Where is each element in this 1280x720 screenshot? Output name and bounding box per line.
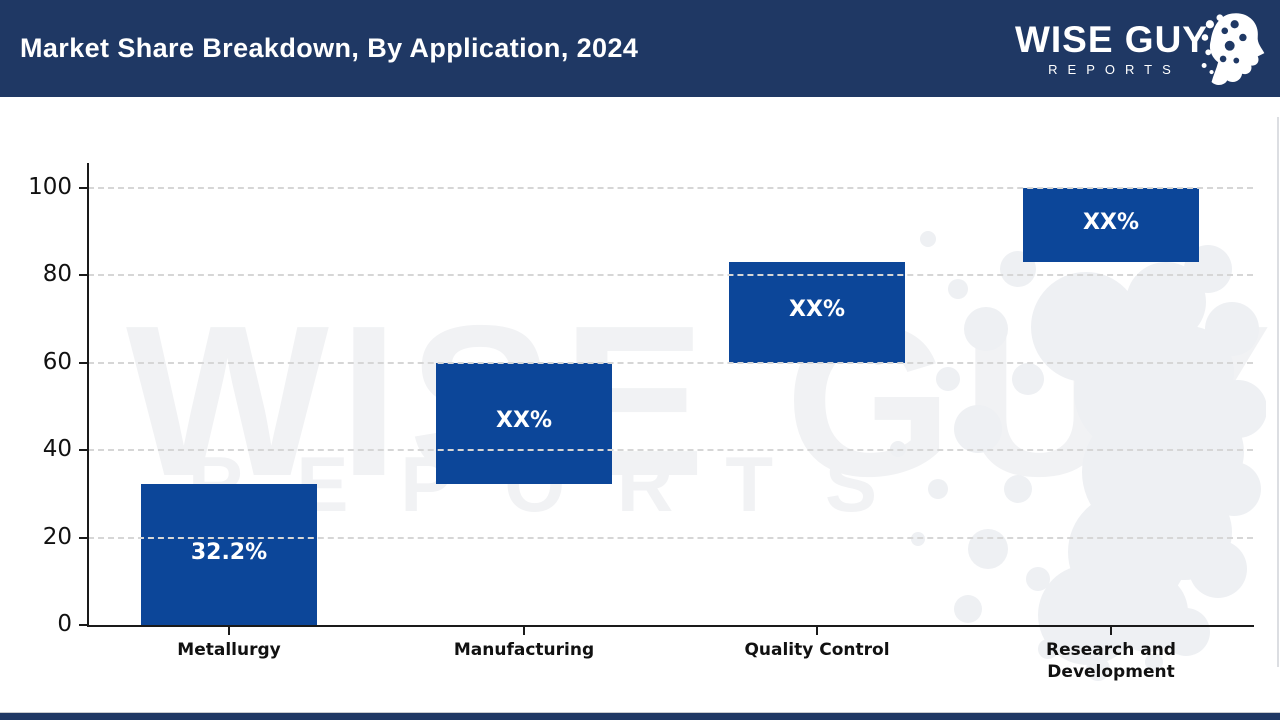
y-tick-mark xyxy=(79,536,88,539)
y-tick-mark xyxy=(79,186,88,189)
x-tick-mark xyxy=(816,626,818,635)
logo-wordmark-main: WISE GUY xyxy=(1014,18,1208,60)
y-tick-label: 40 xyxy=(42,436,72,462)
y-axis xyxy=(87,163,89,627)
x-tick-label: Metallurgy xyxy=(177,640,281,660)
logo-wordmark-sub: REPORTS xyxy=(1048,61,1181,77)
bar-value-label: XX% xyxy=(1083,209,1139,235)
y-tick-label: 100 xyxy=(28,173,72,200)
plot-area: 0 20 40 60 80 100 32.2% Metallurgy XX% Manufactur… xyxy=(0,97,1280,713)
y-tick-label: 20 xyxy=(42,523,72,550)
y-tick-label: 0 xyxy=(57,611,72,637)
x-tick-mark xyxy=(523,626,525,635)
y-tick-mark xyxy=(79,274,88,276)
header-bar: Market Share Breakdown, By Application, … xyxy=(0,0,1280,97)
x-tick-label: Manufacturing xyxy=(453,640,595,660)
chart-right-border xyxy=(1277,117,1279,667)
gridline xyxy=(88,361,1253,364)
gridline xyxy=(88,536,1253,539)
y-tick-mark xyxy=(79,624,88,626)
gridline xyxy=(88,274,1253,276)
chart-area: WISE GUY REPORTS xyxy=(0,97,1280,713)
x-tick-label: Research and Development xyxy=(1046,640,1176,683)
y-tick-label: 60 xyxy=(42,348,72,375)
bar-value-label: 32.2% xyxy=(190,539,268,565)
bar-value-label: XX% xyxy=(789,297,845,323)
y-tick-label: 80 xyxy=(42,261,72,287)
x-tick-label: Quality Control xyxy=(744,640,890,660)
logo-wordmark: WISE GUY REPORTS xyxy=(1015,21,1208,77)
x-tick-mark xyxy=(228,626,230,635)
x-axis xyxy=(87,625,1254,627)
gridline xyxy=(88,449,1253,451)
y-tick-mark xyxy=(79,361,88,364)
y-tick-mark xyxy=(79,449,88,451)
wise-guy-logo: WISE GUY REPORTS xyxy=(1015,9,1266,89)
bar xyxy=(141,484,317,625)
footer-bar xyxy=(0,712,1280,720)
logo-head-icon xyxy=(1201,12,1265,85)
gridline xyxy=(88,186,1253,189)
bar-value-label: XX% xyxy=(496,408,552,434)
bar xyxy=(729,261,905,363)
bar xyxy=(436,362,612,485)
x-tick-mark xyxy=(1110,626,1112,635)
page-title: Market Share Breakdown, By Application, … xyxy=(20,33,639,63)
